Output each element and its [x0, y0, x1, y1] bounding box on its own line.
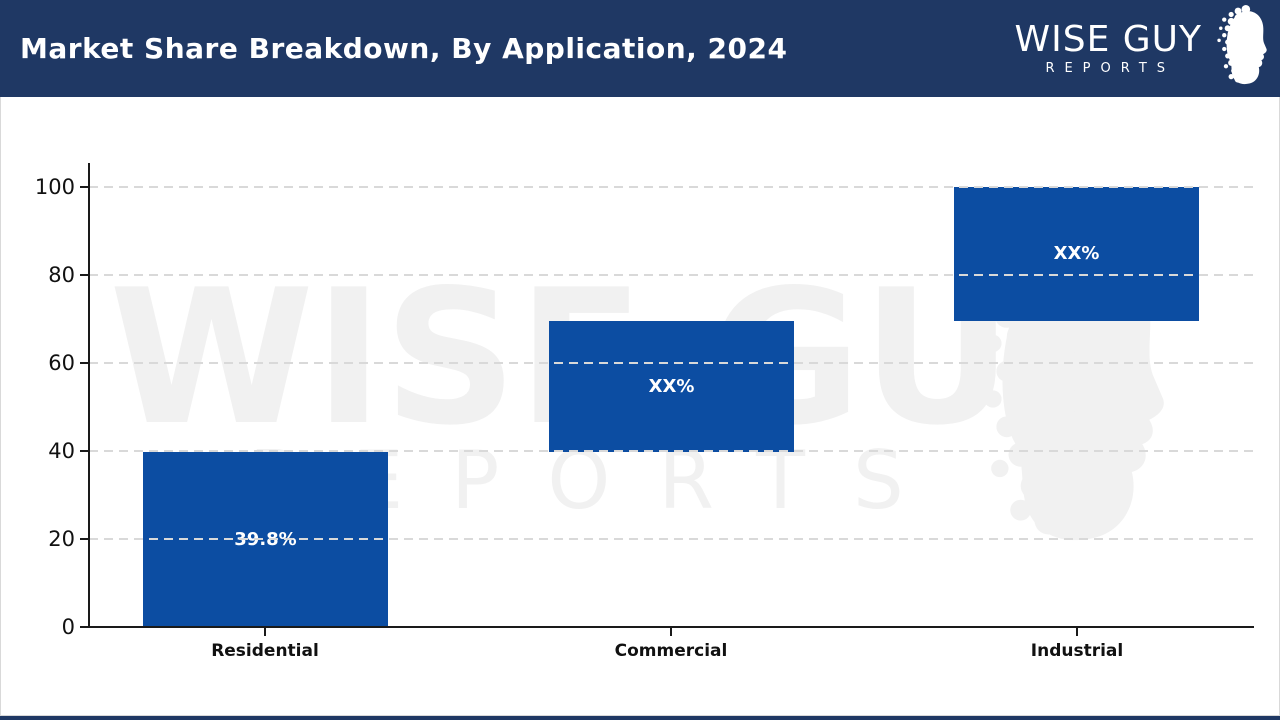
- bar-commercial: XX%: [549, 320, 794, 452]
- wiseguy-head-icon: [1217, 4, 1267, 84]
- y-tick-label: 20: [48, 527, 75, 551]
- y-tick-mark: [80, 626, 88, 628]
- brand-wordmark: WISE GUY REPORTS: [1014, 18, 1203, 76]
- gridline: [89, 538, 1254, 540]
- y-tick-mark: [80, 362, 88, 364]
- brand-subtext: REPORTS: [1045, 60, 1176, 76]
- footer-bar: [0, 716, 1280, 720]
- chart-area: WISE GUY REPORTS 0 20 40 60 80 100 Residential…: [0, 97, 1280, 715]
- gridline: [89, 186, 1254, 188]
- y-tick-mark: [80, 538, 88, 540]
- y-axis-line: [88, 163, 90, 628]
- footer-divider: [0, 715, 1280, 716]
- gridline: [89, 274, 1254, 276]
- y-tick-mark: [80, 186, 88, 188]
- brand-name-text: WISE GUY: [1014, 18, 1202, 60]
- x-tick-mark: [264, 628, 266, 636]
- x-tick-label: Industrial: [1030, 641, 1124, 661]
- x-tick-mark: [1076, 628, 1078, 636]
- y-tick-mark: [80, 450, 88, 452]
- y-tick-label: 100: [34, 175, 75, 199]
- y-tick-label: 0: [61, 615, 75, 639]
- page-title: Market Share Breakdown, By Application, …: [20, 32, 788, 65]
- x-axis-line: [89, 626, 1254, 628]
- x-tick-label: Residential: [211, 641, 319, 661]
- y-tick-mark: [80, 274, 88, 276]
- x-tick-label: Commercial: [614, 641, 728, 661]
- bar-industrial: XX%: [954, 187, 1199, 321]
- header-bar: Market Share Breakdown, By Application, …: [0, 0, 1280, 97]
- y-tick-label: 40: [48, 439, 75, 463]
- x-tick-mark: [670, 628, 672, 636]
- bar-value-label: XX%: [1053, 243, 1100, 265]
- bar-value-label: XX%: [648, 375, 695, 397]
- y-tick-label: 80: [48, 263, 75, 287]
- y-tick-label: 60: [48, 351, 75, 375]
- gridline: [89, 362, 1254, 364]
- gridline: [89, 450, 1254, 452]
- brand-logo: WISE GUY REPORTS: [1015, 3, 1277, 95]
